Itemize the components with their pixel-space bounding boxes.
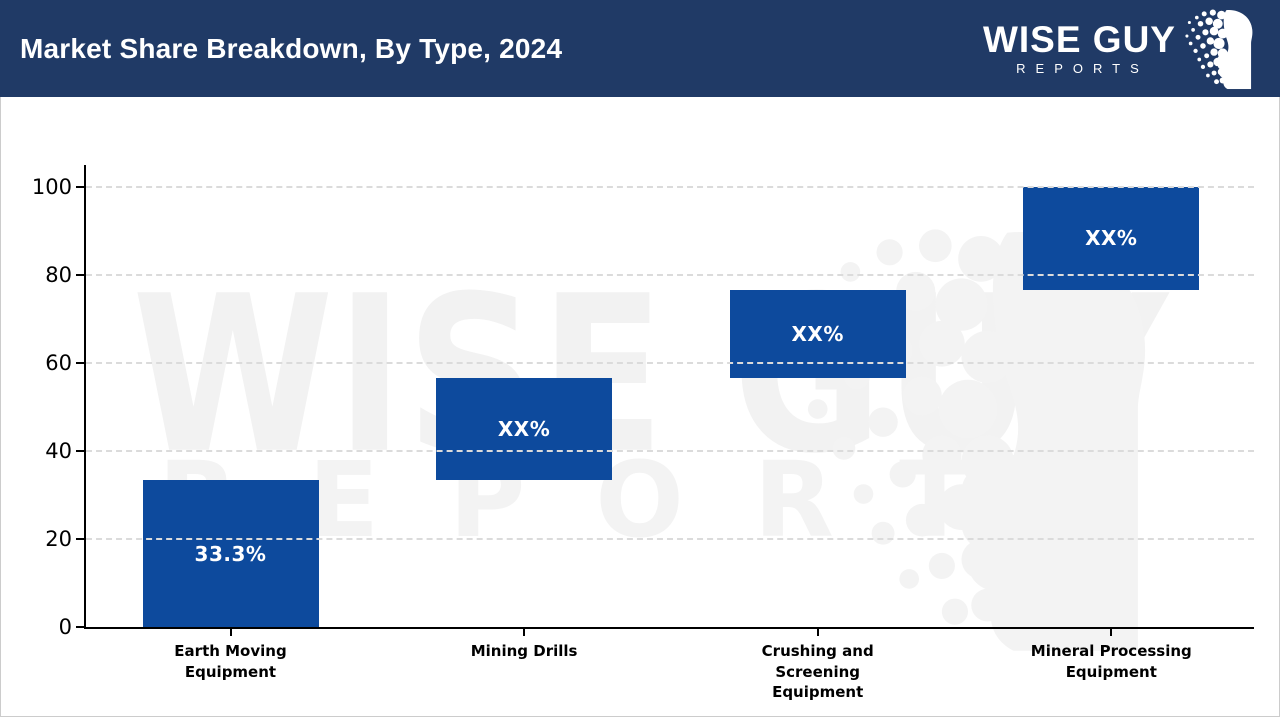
y-tick-label: 80 <box>45 263 72 287</box>
x-category-label: Mineral Processing Equipment <box>1030 642 1192 681</box>
y-tick-label: 40 <box>45 439 72 463</box>
x-axis-line <box>84 627 1254 629</box>
gridline <box>86 274 1254 276</box>
y-tick-label: 100 <box>31 175 72 199</box>
y-tick <box>76 626 84 628</box>
gridline <box>86 186 1254 188</box>
gridline <box>86 362 1254 364</box>
y-axis-line <box>84 165 86 629</box>
y-tick <box>76 186 84 188</box>
waterfall-bar: XX% <box>729 289 906 378</box>
bar-value-label: XX% <box>791 321 844 346</box>
page-title: Market Share Breakdown, By Type, 2024 <box>20 32 563 64</box>
header-bar: Market Share Breakdown, By Type, 2024 WI… <box>0 0 1280 97</box>
brand-logo: WISE GUY REPORTS <box>983 7 1256 91</box>
brand-logo-text: WISE GUY REPORTS <box>983 21 1176 76</box>
waterfall-bar: 33.3% <box>142 480 319 627</box>
gridline <box>86 450 1254 452</box>
y-tick <box>76 362 84 364</box>
y-tick-label: 20 <box>45 527 72 551</box>
brand-subtext: REPORTS <box>1016 61 1149 76</box>
y-tick-label: 60 <box>45 351 72 375</box>
bar-value-label: XX% <box>1085 226 1138 251</box>
bar-value-label: 33.3% <box>194 541 267 566</box>
brand-wordmark: WISE GUY <box>982 19 1176 60</box>
wiseguy-head-icon <box>1182 7 1256 91</box>
gridline <box>86 538 1254 540</box>
x-category-label: Crushing and Screening Equipment <box>761 642 874 702</box>
waterfall-bar: XX% <box>436 377 613 481</box>
y-tick <box>76 538 84 540</box>
x-tick <box>523 627 526 636</box>
x-category-label: Earth Moving Equipment <box>174 642 287 681</box>
x-tick <box>229 627 232 636</box>
bar-value-label: XX% <box>497 417 551 442</box>
x-category-label: Mining Drills <box>470 642 578 660</box>
y-tick-label: 0 <box>58 615 72 639</box>
y-tick <box>76 450 84 452</box>
y-tick <box>76 274 84 276</box>
